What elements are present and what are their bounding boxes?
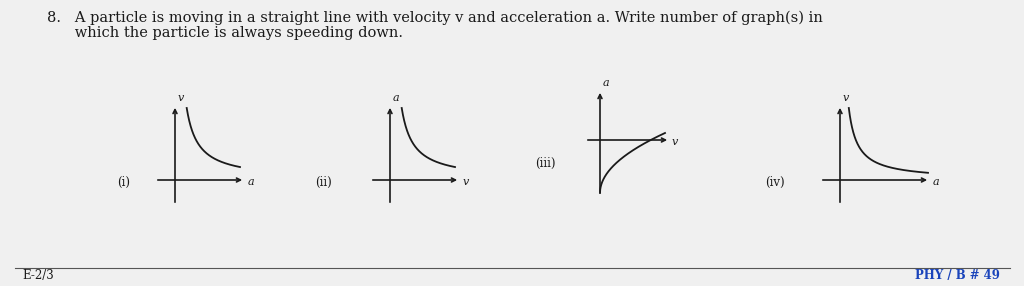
Text: a: a [248,177,255,187]
Text: E-2/3: E-2/3 [22,269,53,281]
Text: which the particle is always speeding down.: which the particle is always speeding do… [47,26,403,40]
Text: (ii): (ii) [315,176,332,188]
Text: v: v [672,137,678,147]
Text: (i): (i) [117,176,130,188]
Text: v: v [178,93,184,103]
Text: a: a [603,78,609,88]
Text: a: a [933,177,940,187]
Text: a: a [393,93,399,103]
Text: (iv): (iv) [765,176,784,188]
Text: (iii): (iii) [535,156,555,170]
Text: PHY / B # 49: PHY / B # 49 [915,269,1000,281]
Text: 8.   A particle is moving in a straight line with velocity v and acceleration a.: 8. A particle is moving in a straight li… [47,11,823,25]
Text: v: v [843,93,849,103]
Text: v: v [463,177,469,187]
